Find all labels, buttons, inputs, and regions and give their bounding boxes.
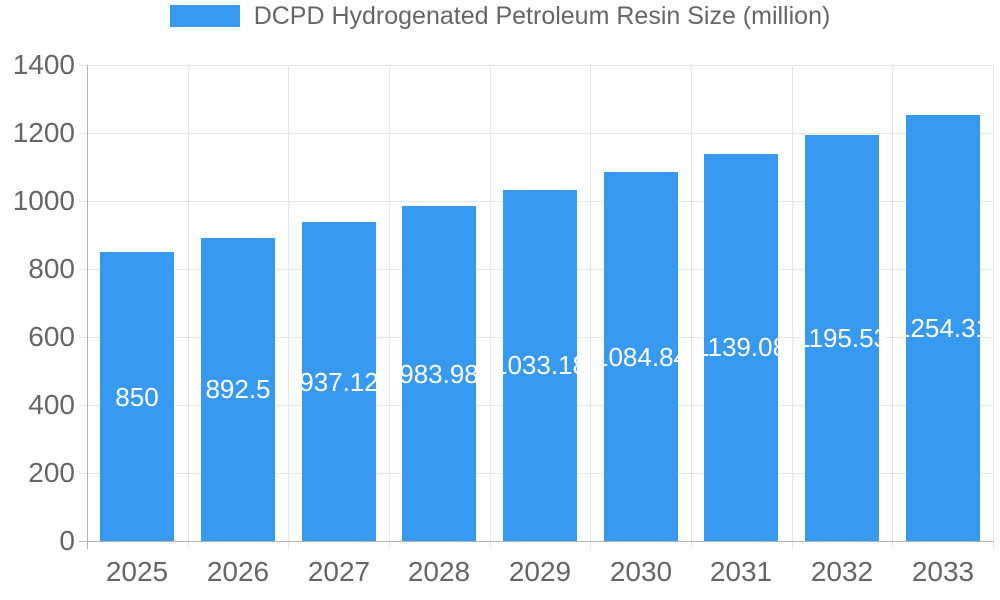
bar[interactable]: [503, 190, 577, 541]
x-axis-tick-label: 2033: [911, 556, 975, 587]
x-axis-tick-label: 2028: [407, 556, 471, 587]
x-axis-line: [79, 541, 993, 542]
x-axis-tick-label: 2026: [206, 556, 270, 587]
bar[interactable]: [402, 206, 476, 541]
y-tick: [79, 269, 87, 270]
bar-value-label: 1254.31: [896, 313, 990, 343]
y-axis-tick-label: 0: [59, 525, 75, 556]
x-axis-tick-label: 2030: [609, 556, 673, 587]
x-gridline: [792, 65, 793, 549]
x-gridline: [490, 65, 491, 549]
bar[interactable]: [302, 222, 376, 541]
bar[interactable]: [100, 252, 174, 541]
bar-value-label: 850: [115, 382, 159, 412]
x-gridline: [288, 65, 289, 549]
y-tick: [79, 405, 87, 406]
x-gridline: [892, 65, 893, 549]
bar-value-label: 1033.18: [493, 350, 587, 380]
y-axis-tick-label: 1400: [12, 49, 75, 80]
bar[interactable]: [201, 238, 275, 541]
y-axis-line: [87, 65, 88, 549]
y-gridline: [87, 133, 993, 134]
bar[interactable]: [704, 154, 778, 541]
legend-swatch: [169, 5, 240, 27]
x-axis-tick-label: 2032: [810, 556, 874, 587]
y-axis-tick-label: 1000: [12, 185, 75, 216]
y-axis-tick-label: 800: [28, 253, 75, 284]
x-axis-tick-label: 2027: [307, 556, 371, 587]
x-gridline: [389, 65, 390, 549]
legend[interactable]: DCPD Hydrogenated Petroleum Resin Size (…: [0, 0, 1000, 32]
y-tick: [79, 201, 87, 202]
y-gridline: [87, 65, 993, 66]
x-axis-tick-label: 2025: [105, 556, 169, 587]
bar-value-label: 1139.08: [694, 332, 788, 362]
bar-value-label: 983.98: [399, 359, 479, 389]
bar[interactable]: [906, 115, 980, 541]
x-gridline: [188, 65, 189, 549]
y-tick: [79, 337, 87, 338]
y-axis-tick-label: 200: [28, 457, 75, 488]
x-gridline: [590, 65, 591, 549]
y-tick: [79, 133, 87, 134]
bar-value-label: 892.5: [205, 374, 271, 404]
legend-label: DCPD Hydrogenated Petroleum Resin Size (…: [253, 1, 831, 30]
bar-value-label: 1084.84: [594, 342, 688, 372]
y-axis-tick-label: 400: [28, 389, 75, 420]
y-axis-tick-label: 1200: [12, 117, 75, 148]
x-gridline: [993, 65, 994, 549]
bar[interactable]: [805, 135, 879, 541]
y-tick: [79, 473, 87, 474]
x-axis-tick-label: 2031: [709, 556, 773, 587]
x-axis-tick-label: 2029: [508, 556, 572, 587]
y-axis-tick-label: 600: [28, 321, 75, 352]
y-tick: [79, 65, 87, 66]
bar-value-label: 1195.53: [795, 323, 889, 353]
x-gridline: [691, 65, 692, 549]
bar[interactable]: [604, 172, 678, 541]
bar-value-label: 937.12: [299, 367, 379, 397]
